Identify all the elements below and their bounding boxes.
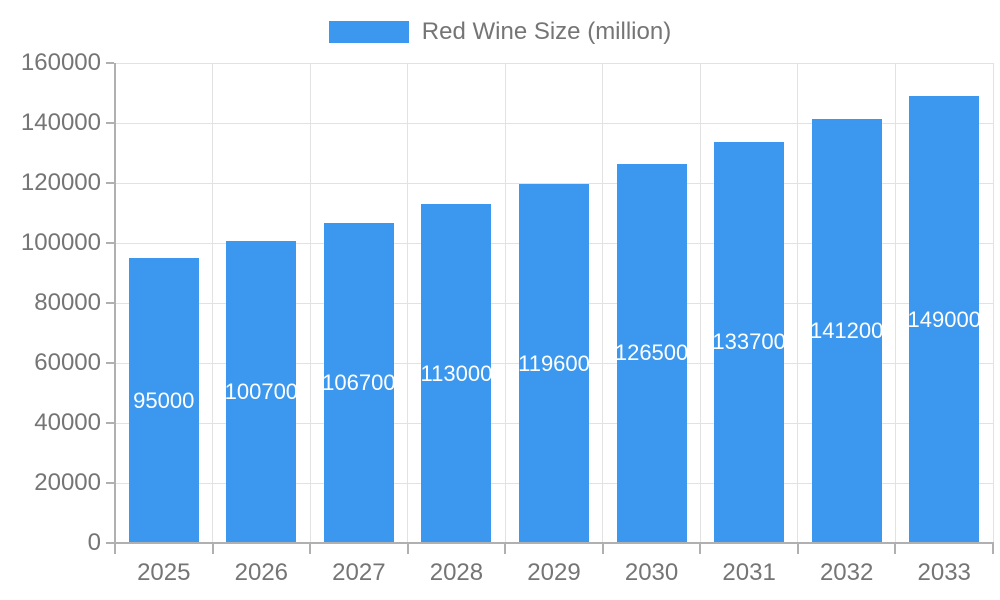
bar-2027[interactable]: 106700: [323, 222, 394, 543]
bar-2028[interactable]: 113000: [421, 204, 492, 543]
x-axis-tick: [114, 543, 116, 554]
v-gridline: [602, 63, 604, 543]
y-axis-tick: [106, 362, 114, 364]
x-axis-label: 2028: [429, 559, 484, 586]
y-axis-tick: [106, 122, 114, 124]
x-axis-tick: [894, 543, 897, 554]
bar-2030[interactable]: 126500: [616, 163, 687, 543]
legend-swatch: [328, 21, 409, 43]
bar-value-label: 141200: [811, 318, 882, 344]
y-axis-tick: [106, 482, 114, 484]
v-gridline: [504, 63, 506, 543]
x-axis-label: 2033: [917, 559, 971, 586]
y-axis-label: 80000: [34, 289, 101, 316]
y-axis-label: 100000: [20, 229, 101, 256]
v-gridline: [212, 63, 214, 543]
v-gridline: [407, 63, 409, 543]
h-gridline: [115, 62, 993, 64]
bar-2031[interactable]: 133700: [714, 141, 785, 543]
bar-2033[interactable]: 149000: [909, 96, 980, 543]
bar-value-label: 126500: [616, 340, 687, 366]
x-axis-tick: [796, 543, 799, 554]
bar-value-label: 100700: [226, 378, 297, 404]
y-axis-label: 20000: [34, 469, 101, 496]
x-axis-line: [114, 542, 994, 544]
bar-2026[interactable]: 100700: [226, 240, 297, 543]
x-axis-tick: [504, 543, 507, 554]
x-axis-label: 2031: [722, 559, 776, 586]
v-gridline: [992, 63, 994, 543]
bar-value-label: 149000: [909, 306, 980, 332]
bar-2032[interactable]: 141200: [811, 119, 882, 543]
x-axis-label: 2032: [819, 559, 874, 586]
y-axis-tick: [106, 302, 114, 304]
y-axis-tick: [106, 182, 114, 184]
legend-label: Red Wine Size (million): [421, 18, 672, 45]
plot-area: 95000 100700 106700 113000 119600 126500 13370…: [115, 62, 994, 544]
h-gridline: [115, 182, 993, 184]
x-axis-label: 2030: [624, 559, 679, 586]
x-axis-tick: [699, 543, 702, 554]
v-gridline: [797, 63, 799, 543]
y-axis-label: 60000: [34, 349, 101, 376]
bar-2029[interactable]: 119600: [519, 184, 589, 543]
x-axis-label: 2029: [527, 559, 581, 586]
bar-value-label: 95000: [133, 387, 195, 413]
x-axis-tick: [211, 543, 214, 554]
v-gridline: [894, 63, 896, 543]
x-axis-label: 2025: [137, 559, 191, 586]
v-gridline: [699, 63, 701, 543]
x-axis-label: 2026: [234, 559, 289, 586]
x-axis-tick: [309, 543, 312, 554]
bar-2025[interactable]: 95000: [128, 258, 199, 543]
y-axis-tick: [106, 62, 114, 64]
y-axis-label: 40000: [34, 409, 101, 436]
x-axis-tick: [601, 543, 604, 554]
y-axis-label: 0: [87, 529, 101, 556]
bar-value-label: 106700: [323, 369, 394, 395]
bar-value-label: 113000: [421, 360, 492, 386]
bar-value-label: 119600: [519, 350, 589, 376]
x-axis-label: 2027: [332, 559, 386, 586]
y-axis-line: [114, 63, 116, 543]
v-gridline: [309, 63, 311, 543]
x-axis-tick: [992, 543, 994, 554]
h-gridline: [115, 122, 993, 124]
y-axis-label: 140000: [20, 109, 101, 136]
y-axis-tick: [106, 242, 114, 244]
y-axis-label: 160000: [20, 49, 101, 76]
y-axis-label: 120000: [20, 169, 101, 196]
bar-value-label: 133700: [714, 329, 785, 355]
y-axis-tick: [106, 422, 114, 424]
y-axis-tick: [106, 542, 114, 544]
x-axis-tick: [406, 543, 409, 554]
legend[interactable]: Red Wine Size (million): [0, 18, 1000, 46]
